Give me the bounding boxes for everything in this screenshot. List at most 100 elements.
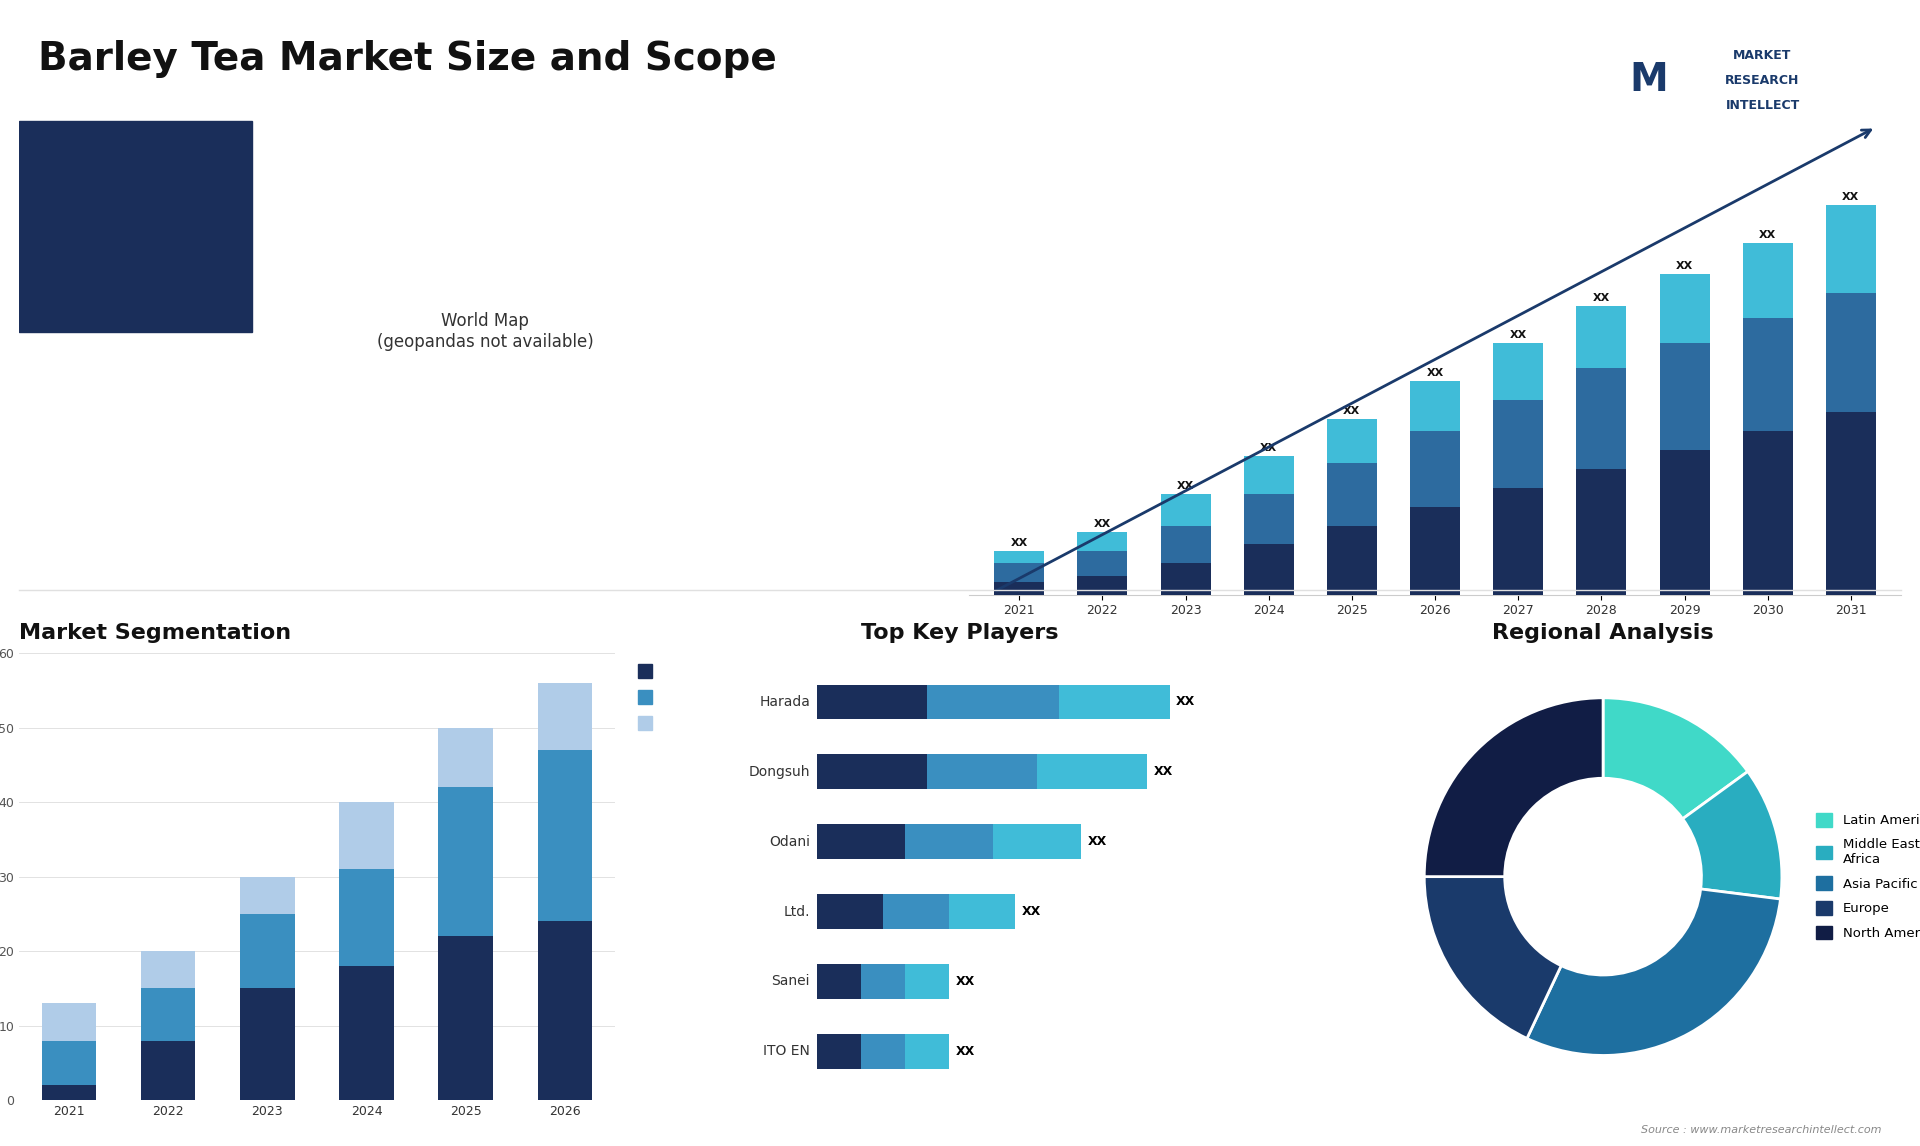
Bar [1160,526,1210,564]
Bar [1160,494,1210,526]
Text: XX: XX [1676,261,1693,272]
Bar [140,1041,196,1100]
Bar [1743,319,1793,431]
Bar [538,921,591,1100]
Bar [538,683,591,749]
Bar [1826,293,1876,413]
Text: MARKET: MARKET [1734,48,1791,62]
Text: World Map
(geopandas not available): World Map (geopandas not available) [376,313,593,351]
Bar [240,913,294,988]
Wedge shape [1682,771,1782,900]
Bar [1327,463,1377,526]
Text: INTELLECT: INTELLECT [1726,99,1799,112]
Bar [1576,469,1626,595]
Bar [1659,344,1709,450]
Legend: Latin America, Middle East &
Africa, Asia Pacific, Europe, North America: Latin America, Middle East & Africa, Asi… [1811,808,1920,945]
Bar [1743,431,1793,595]
Bar [42,1085,96,1100]
Text: M: M [1630,61,1668,100]
Bar [340,869,394,966]
Bar [42,1041,96,1085]
Bar [1077,575,1127,595]
Bar [948,894,1016,929]
Bar [340,802,394,869]
Bar [1494,488,1544,595]
Text: XX: XX [1021,905,1041,918]
Bar [995,582,1044,595]
Bar [1327,526,1377,595]
Bar [883,894,948,929]
Bar [816,754,927,790]
Bar [904,964,948,999]
Bar [995,564,1044,582]
Text: XX: XX [1594,292,1611,303]
Text: Sanei: Sanei [772,974,810,988]
Text: XX: XX [1509,330,1526,340]
Text: XX: XX [1089,835,1108,848]
Bar [1409,382,1459,431]
Bar [995,551,1044,564]
Bar [1576,306,1626,369]
Text: Dongsuh: Dongsuh [749,764,810,779]
Text: ITO EN: ITO EN [762,1044,810,1058]
Bar [1060,684,1169,720]
Bar [1409,507,1459,595]
Bar [240,988,294,1100]
Text: XX: XX [1177,696,1196,708]
Text: Ltd.: Ltd. [783,904,810,919]
Text: XX: XX [1154,766,1173,778]
Bar [816,824,904,860]
Text: XX: XX [1010,537,1027,548]
Bar [1077,532,1127,551]
Wedge shape [1425,698,1603,877]
Text: XX: XX [1427,368,1444,378]
Bar [438,787,493,936]
Bar [993,824,1081,860]
Wedge shape [1526,889,1780,1055]
Bar [1494,344,1544,400]
Bar [927,754,1037,790]
Bar [438,936,493,1100]
Bar [1826,413,1876,595]
Text: XX: XX [1344,406,1361,416]
Text: XX: XX [1843,193,1860,202]
Bar [1494,400,1544,488]
Text: Market Segmentation: Market Segmentation [19,623,292,643]
Text: Source : www.marketresearchintellect.com: Source : www.marketresearchintellect.com [1642,1124,1882,1135]
Bar [1409,431,1459,507]
Bar [816,1034,860,1069]
Bar [19,121,252,331]
Text: XX: XX [956,1045,975,1058]
Text: Odani: Odani [770,834,810,849]
Bar [816,964,860,999]
Text: XX: XX [1759,229,1776,240]
Text: Harada: Harada [758,694,810,709]
Bar [438,728,493,787]
Text: XX: XX [1260,444,1277,454]
Text: Barley Tea Market Size and Scope: Barley Tea Market Size and Scope [38,40,778,78]
Title: Top Key Players: Top Key Players [862,623,1058,643]
Bar [1743,243,1793,319]
Bar [42,1003,96,1041]
Bar [1037,754,1148,790]
Bar [140,951,196,988]
Bar [1327,418,1377,463]
Wedge shape [1425,877,1561,1038]
Bar [927,684,1060,720]
Bar [538,749,591,921]
Bar [1659,450,1709,595]
Bar [904,1034,948,1069]
Bar [240,877,294,913]
Bar [1244,494,1294,544]
Bar [340,966,394,1100]
Bar [816,684,927,720]
Bar [140,988,196,1041]
Bar [1244,544,1294,595]
Text: XX: XX [1094,519,1112,528]
Bar [1244,456,1294,494]
Bar [904,824,993,860]
Bar [816,894,883,929]
Bar [1077,551,1127,575]
Title: Regional Analysis: Regional Analysis [1492,623,1715,643]
Bar [860,1034,904,1069]
